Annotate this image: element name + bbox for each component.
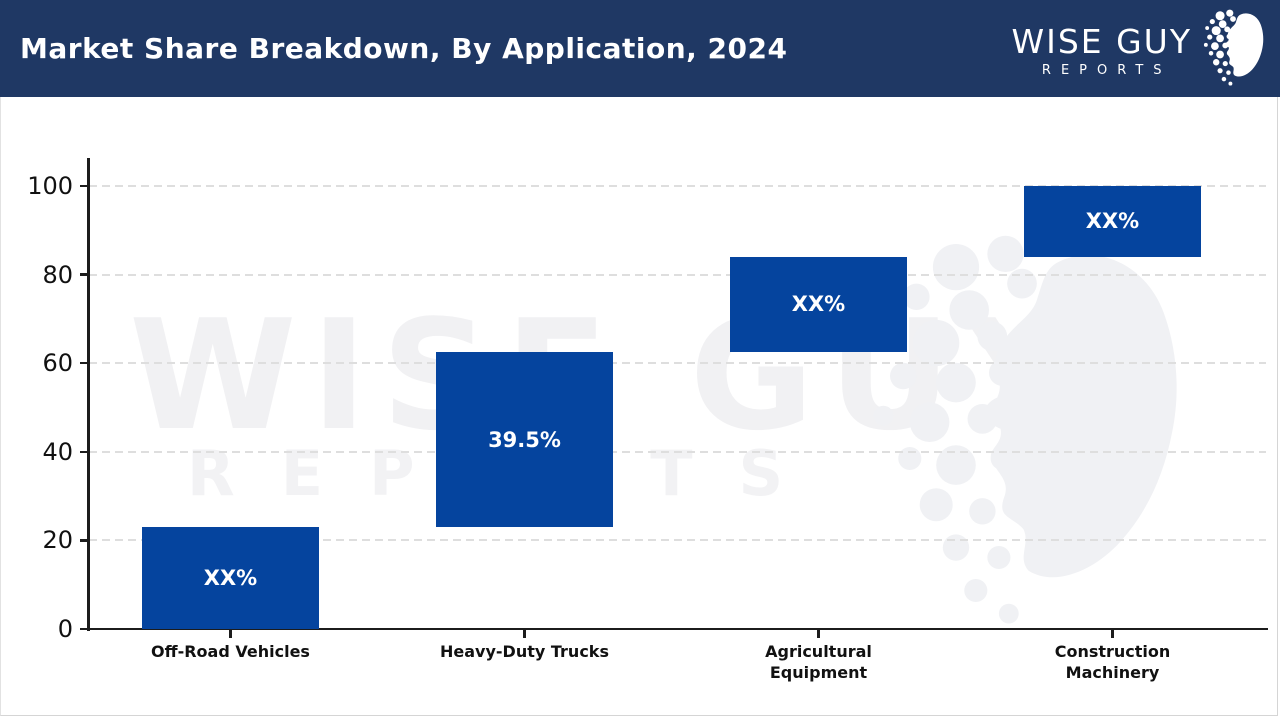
y-tick-label: 80	[42, 260, 73, 289]
page-title: Market Share Breakdown, By Application, …	[20, 32, 788, 65]
bar-value-label: XX%	[1085, 209, 1140, 234]
gridline	[89, 450, 1266, 453]
gridline	[89, 539, 1266, 542]
x-category-label-line: Machinery	[1065, 663, 1160, 682]
gridline	[89, 362, 1266, 365]
brand-logo: WISE GUY REPORTS	[1011, 8, 1270, 92]
x-category-label: Heavy-Duty Trucks	[405, 641, 645, 662]
x-tick	[523, 630, 526, 638]
y-tick-label: 0	[57, 615, 73, 643]
gridline	[89, 273, 1266, 276]
y-tick	[80, 361, 89, 365]
x-category-label-line: Off-Road Vehicles	[151, 642, 310, 661]
bar: 39.5%	[436, 352, 613, 528]
y-tick	[80, 273, 89, 276]
bar: XX%	[1024, 186, 1201, 257]
x-axis	[87, 627, 1268, 630]
bar: XX%	[142, 527, 319, 629]
x-category-label-line: Heavy-Duty Trucks	[440, 642, 609, 661]
y-tick	[80, 184, 89, 188]
x-category-label: Agricultural Equipment	[699, 641, 939, 683]
header-band: Market Share Breakdown, By Application, …	[0, 0, 1280, 97]
bar-value-label: XX%	[791, 292, 846, 317]
x-tick	[817, 630, 820, 638]
brand-logo-text: WISE GUY REPORTS	[1011, 22, 1192, 78]
x-category-label-line: Agricultural	[765, 642, 872, 661]
bar: XX%	[730, 256, 907, 353]
x-category-label: Construction Machinery	[993, 641, 1233, 683]
y-tick	[80, 539, 89, 542]
y-tick	[80, 627, 89, 631]
x-tick	[1111, 630, 1114, 638]
y-axis	[87, 158, 90, 631]
x-category-label-line: Equipment	[769, 663, 868, 682]
y-tick	[80, 450, 89, 454]
chart-area: WISE GUY REPORTS 020406080100XX%Off-Road…	[0, 97, 1278, 716]
y-tick-label: 60	[42, 349, 73, 378]
y-tick-label: 40	[42, 437, 73, 466]
bar-value-label: 39.5%	[488, 427, 561, 452]
y-tick-label: 20	[42, 526, 73, 555]
bar-value-label: XX%	[203, 566, 258, 591]
x-category-label-line: Construction	[1054, 642, 1171, 661]
y-tick-label: 100	[27, 172, 73, 200]
x-tick	[229, 630, 232, 638]
gridline	[89, 185, 1266, 187]
x-category-label: Off-Road Vehicles	[111, 641, 351, 662]
brand-name: WISE GUY	[1011, 22, 1192, 61]
brand-subtitle: REPORTS	[1041, 63, 1172, 78]
